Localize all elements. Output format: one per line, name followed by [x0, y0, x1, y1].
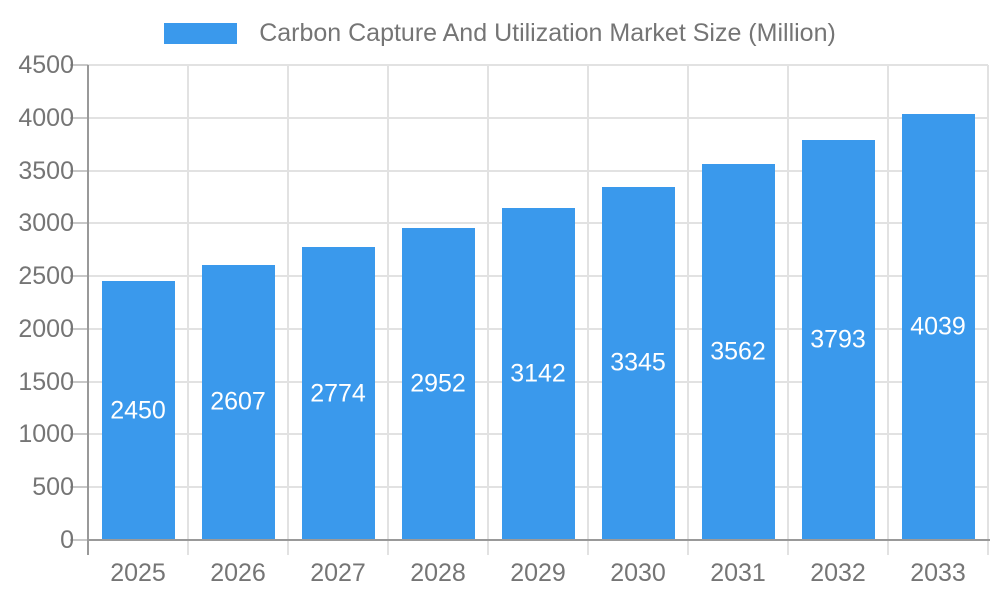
bar-2031[interactable] — [701, 164, 775, 540]
y-axis-tick — [70, 433, 88, 436]
y-axis-label: 3000 — [18, 209, 74, 238]
y-axis-tick — [70, 486, 88, 489]
gridline-vertical — [187, 65, 189, 555]
bar-2028[interactable] — [401, 228, 475, 540]
y-axis-label: 0 — [60, 526, 74, 554]
y-axis-label: 2000 — [18, 314, 74, 343]
y-axis-label: 1000 — [18, 420, 74, 449]
gridline-vertical — [687, 65, 689, 555]
bar-value-label: 3793 — [810, 325, 866, 354]
x-axis-label: 2032 — [810, 559, 866, 587]
bar-value-label: 2952 — [410, 369, 466, 398]
y-axis-tick — [70, 539, 88, 541]
x-axis-label: 2025 — [110, 559, 166, 587]
bar-2033[interactable] — [901, 113, 975, 540]
y-axis-tick — [70, 116, 88, 119]
bar-value-label: 2607 — [210, 387, 266, 416]
bar-value-label: 3345 — [610, 348, 666, 377]
bar-2026[interactable] — [201, 264, 275, 540]
gridline-horizontal — [88, 64, 988, 66]
x-axis-label: 2029 — [510, 559, 566, 587]
gridline-vertical — [787, 65, 789, 555]
legend-swatch — [164, 22, 238, 44]
bar-2029[interactable] — [501, 208, 575, 540]
gridline-horizontal — [88, 169, 988, 172]
y-axis-tick — [70, 64, 88, 66]
x-axis-label: 2028 — [410, 559, 466, 587]
gridline-vertical — [487, 65, 489, 555]
y-axis-label: 2500 — [18, 262, 74, 291]
bar-value-label: 2774 — [310, 379, 366, 408]
y-axis-label: 3500 — [18, 156, 74, 185]
x-axis-label: 2027 — [310, 559, 366, 587]
y-axis-tick — [70, 222, 88, 225]
y-axis-label: 1500 — [18, 367, 74, 396]
gridline-vertical — [287, 65, 289, 555]
y-axis-tick — [70, 169, 88, 172]
bar-2025[interactable] — [101, 281, 175, 540]
y-axis-tick — [70, 380, 88, 383]
bar-value-label: 4039 — [910, 312, 966, 341]
bar-2027[interactable] — [301, 247, 375, 540]
bar-value-label: 3562 — [710, 337, 766, 366]
bar-2030[interactable] — [601, 186, 675, 540]
y-axis-label: 4500 — [18, 51, 74, 79]
bar-2032[interactable] — [801, 139, 875, 540]
x-axis-label: 2031 — [710, 559, 766, 587]
gridline-vertical — [387, 65, 389, 555]
x-axis-label: 2030 — [610, 559, 666, 587]
gridline-vertical — [887, 65, 889, 555]
bar-value-label: 3142 — [510, 359, 566, 388]
x-axis-line — [87, 539, 990, 541]
y-axis-tick — [70, 275, 88, 278]
gridline-vertical — [987, 65, 989, 555]
x-axis-label: 2033 — [910, 559, 966, 587]
y-axis-line — [87, 65, 89, 555]
y-axis-tick — [70, 327, 88, 330]
x-axis-label: 2026 — [210, 559, 266, 587]
bar-value-label: 2450 — [110, 396, 166, 425]
y-axis-label: 500 — [32, 473, 74, 502]
gridline-vertical — [587, 65, 589, 555]
legend-label: Carbon Capture And Utilization Market Si… — [259, 19, 836, 47]
legend[interactable]: Carbon Capture And Utilization Market Si… — [0, 18, 1000, 48]
gridline-horizontal — [88, 116, 988, 119]
y-axis-label: 4000 — [18, 103, 74, 132]
